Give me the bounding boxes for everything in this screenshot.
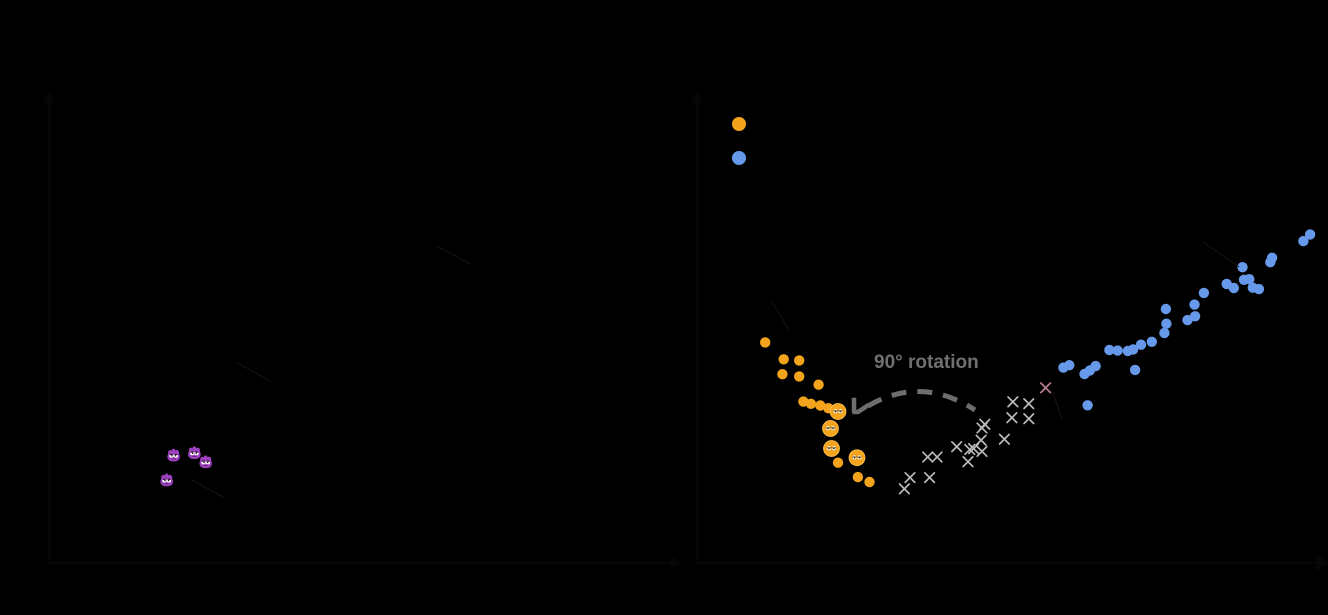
svg-text:90° rotation: 90° rotation: [874, 352, 979, 373]
